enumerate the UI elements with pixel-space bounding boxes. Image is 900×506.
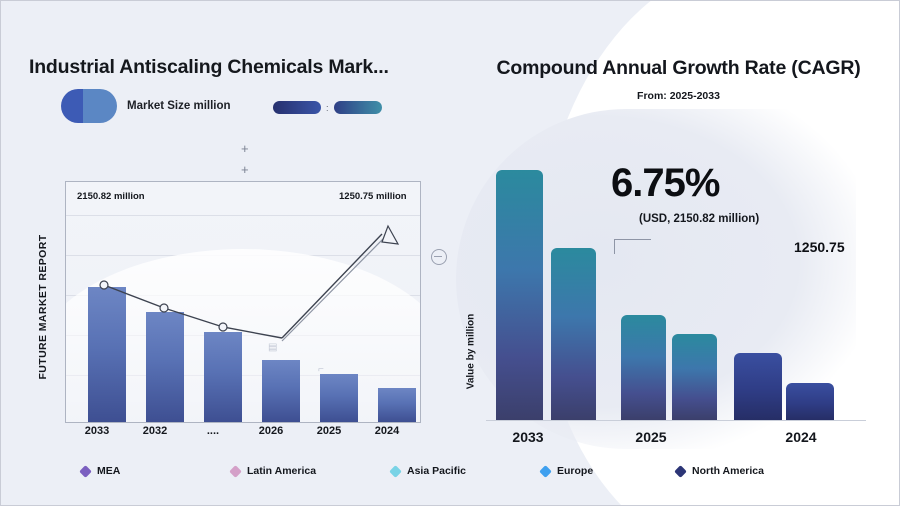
legend-item-mea[interactable]: MEA xyxy=(79,464,231,478)
pill-legend: : xyxy=(273,101,382,114)
rbar-2025-secondary xyxy=(672,334,717,420)
page-title: Industrial Antiscaling Chemicals Mark... xyxy=(29,56,389,78)
cagr-title: Compound Annual Growth Rate (CAGR) xyxy=(496,57,861,79)
x-label-0: 2033 xyxy=(84,425,110,437)
circle-minus-icon xyxy=(431,249,447,265)
legend-label-asia-pacific: Asia Pacific xyxy=(407,465,466,477)
bar-2033 xyxy=(88,287,126,422)
x-label-2: .... xyxy=(206,425,220,437)
legend-label-north-america: North America xyxy=(692,465,764,477)
right-chart-baseline xyxy=(486,420,866,421)
rbar-2033-secondary xyxy=(551,248,596,420)
x-label-5: 2024 xyxy=(374,425,400,437)
left-chart-x-labels: 2033 2032 .... 2026 2025 2024 xyxy=(65,425,419,445)
cagr-subtitle: From: 2025-2033 xyxy=(637,90,720,102)
tag-icon: ⌐ xyxy=(318,364,324,375)
right-x-label-2025: 2025 xyxy=(635,429,667,445)
logo-shape-right xyxy=(83,89,117,123)
left-chart-trend-line xyxy=(99,224,400,342)
left-chart-bars xyxy=(66,182,420,422)
bar-mid xyxy=(204,332,242,422)
right-chart-y-axis-title: Value by million xyxy=(465,313,477,390)
legend-dot-europe xyxy=(539,464,552,478)
legend-item-north-america[interactable]: North America xyxy=(674,464,764,478)
list-icon: ▤ xyxy=(268,342,278,353)
left-chart-value-end: 1250.75 million xyxy=(339,191,407,202)
plus-icon-1: + xyxy=(241,141,249,156)
legend: MEA Latin America Asia Pacific Europe No… xyxy=(79,464,781,478)
rbar-2033-primary xyxy=(496,170,543,420)
brand-logo-row: Market Size million xyxy=(61,89,231,123)
bar-2026 xyxy=(262,360,300,422)
right-chart-value-label: 1250.75 xyxy=(794,239,845,255)
bar-2032 xyxy=(146,312,184,422)
right-panel: Compound Annual Growth Rate (CAGR) From:… xyxy=(456,1,899,505)
pill-swatch-primary xyxy=(273,101,321,114)
right-chart-plot-area: 1250.75 xyxy=(476,151,876,421)
legend-dot-latin-america xyxy=(229,464,242,478)
rbar-2024-primary xyxy=(734,353,782,420)
legend-dot-asia-pacific xyxy=(389,464,402,478)
plus-icon-2: + xyxy=(241,162,249,177)
x-label-1: 2032 xyxy=(142,425,168,437)
x-label-3: 2026 xyxy=(258,425,284,437)
left-chart-plot-area: ▤ ⌐ xyxy=(65,181,421,423)
rbar-2025-primary xyxy=(621,315,666,420)
legend-label-europe: Europe xyxy=(557,465,594,477)
right-x-label-2024: 2024 xyxy=(785,429,817,445)
left-chart-y-axis-title: FUTURE MARKET REPORT xyxy=(37,234,49,380)
legend-item-asia-pacific[interactable]: Asia Pacific xyxy=(389,464,541,478)
logo-icon xyxy=(61,89,117,123)
rbar-2024-secondary xyxy=(786,383,834,420)
cagr-value: 6.75% xyxy=(611,161,720,205)
legend-label-mea: MEA xyxy=(97,465,121,477)
logo-label: Market Size million xyxy=(127,100,231,112)
legend-dot-north-america xyxy=(674,464,687,478)
x-label-4: 2025 xyxy=(316,425,342,437)
right-x-label-2033: 2033 xyxy=(512,429,544,445)
bar-2025 xyxy=(320,374,358,422)
left-chart-value-start: 2150.82 million xyxy=(77,191,145,202)
left-panel: Industrial Antiscaling Chemicals Mark...… xyxy=(1,1,456,505)
decorative-notch xyxy=(614,239,651,254)
legend-label-latin-america: Latin America xyxy=(247,465,317,477)
legend-dot-mea xyxy=(79,464,92,478)
legend-item-europe[interactable]: Europe xyxy=(539,464,676,478)
cagr-usd-note: (USD, 2150.82 million) xyxy=(639,213,760,225)
pill-swatch-secondary xyxy=(333,101,382,114)
pill-separator: : xyxy=(326,102,329,113)
legend-item-latin-america[interactable]: Latin America xyxy=(229,464,391,478)
bar-2024 xyxy=(378,388,416,422)
